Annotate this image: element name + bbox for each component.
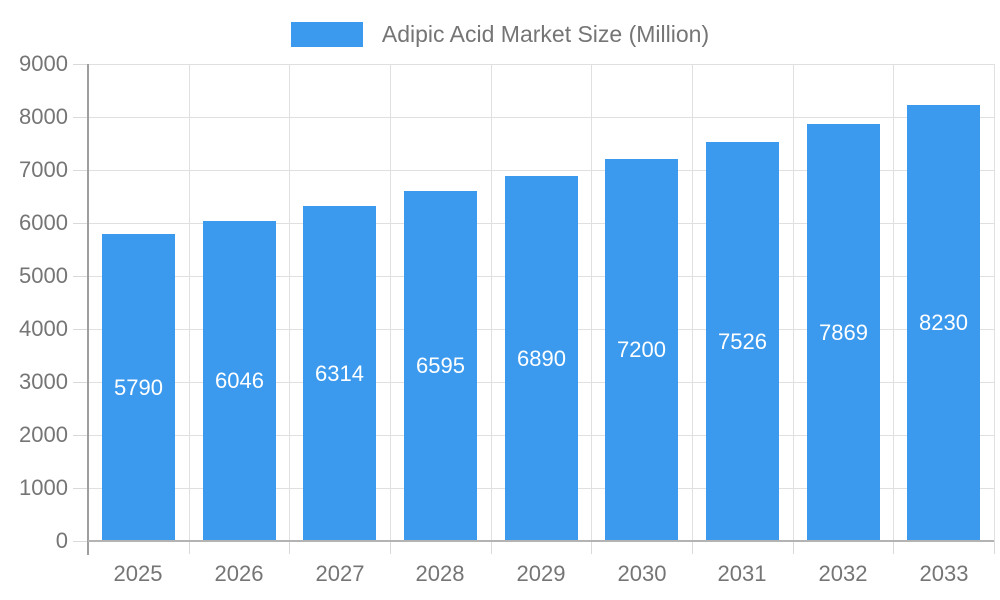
y-axis-label: 4000: [19, 316, 68, 341]
x-axis-tick: [591, 541, 592, 554]
gridline-horizontal: [88, 117, 994, 118]
y-axis-label: 6000: [19, 210, 68, 235]
y-axis-tick: [73, 329, 88, 330]
bar[interactable]: [102, 234, 175, 541]
y-axis-label: 2000: [19, 422, 68, 447]
y-axis-label: 8000: [19, 104, 68, 129]
x-axis-tick: [491, 541, 492, 554]
x-axis-tick: [692, 541, 693, 554]
gridline-vertical: [390, 64, 391, 541]
x-axis-label: 2033: [919, 561, 969, 586]
bar[interactable]: [706, 142, 779, 541]
chart-legend[interactable]: Adipic Acid Market Size (Million): [0, 22, 1000, 47]
x-axis-label: 2031: [717, 561, 767, 586]
x-axis-label: 2026: [214, 561, 264, 586]
y-axis-tick: [73, 276, 88, 277]
y-axis-label: 1000: [19, 475, 68, 500]
bar[interactable]: [605, 159, 678, 541]
x-axis-tick: [994, 541, 995, 554]
x-axis-label: 2032: [818, 561, 868, 586]
y-axis-tick: [73, 488, 88, 489]
y-axis-label: 7000: [19, 157, 68, 182]
gridline-vertical: [793, 64, 794, 541]
gridline-vertical: [994, 64, 995, 541]
gridline-vertical: [289, 64, 290, 541]
y-axis-label: 0: [55, 528, 68, 553]
y-axis-tick: [73, 382, 88, 383]
gridline-vertical: [591, 64, 592, 541]
y-axis-label: 9000: [19, 51, 68, 76]
bar[interactable]: [505, 176, 578, 541]
legend-label: Adipic Acid Market Size (Million): [381, 21, 710, 47]
y-axis-label: 5000: [19, 263, 68, 288]
x-axis-tick: [793, 541, 794, 554]
bar[interactable]: [303, 206, 376, 541]
x-axis-label: 2027: [315, 561, 365, 586]
bar[interactable]: [807, 124, 880, 541]
y-axis-tick: [73, 170, 88, 171]
x-axis-label: 2030: [617, 561, 667, 586]
bar[interactable]: [907, 105, 980, 541]
x-axis-label: 2025: [113, 561, 163, 586]
gridline-horizontal: [88, 64, 994, 65]
x-axis-tick: [289, 541, 290, 554]
bar[interactable]: [404, 191, 477, 541]
y-axis-line: [87, 64, 89, 555]
gridline-vertical: [491, 64, 492, 541]
bar[interactable]: [203, 221, 276, 541]
y-axis-label: 3000: [19, 369, 68, 394]
x-axis-tick: [189, 541, 190, 554]
y-axis-tick: [73, 64, 88, 65]
x-axis-label: 2029: [516, 561, 566, 586]
x-axis-tick: [390, 541, 391, 554]
x-axis-label: 2028: [415, 561, 465, 586]
gridline-vertical: [189, 64, 190, 541]
x-axis-tick: [893, 541, 894, 554]
y-axis-tick: [73, 117, 88, 118]
gridline-vertical: [893, 64, 894, 541]
y-axis-tick: [73, 223, 88, 224]
y-axis-tick: [73, 435, 88, 436]
legend-swatch: [290, 22, 363, 47]
gridline-vertical: [692, 64, 693, 541]
y-axis-tick: [73, 541, 88, 542]
